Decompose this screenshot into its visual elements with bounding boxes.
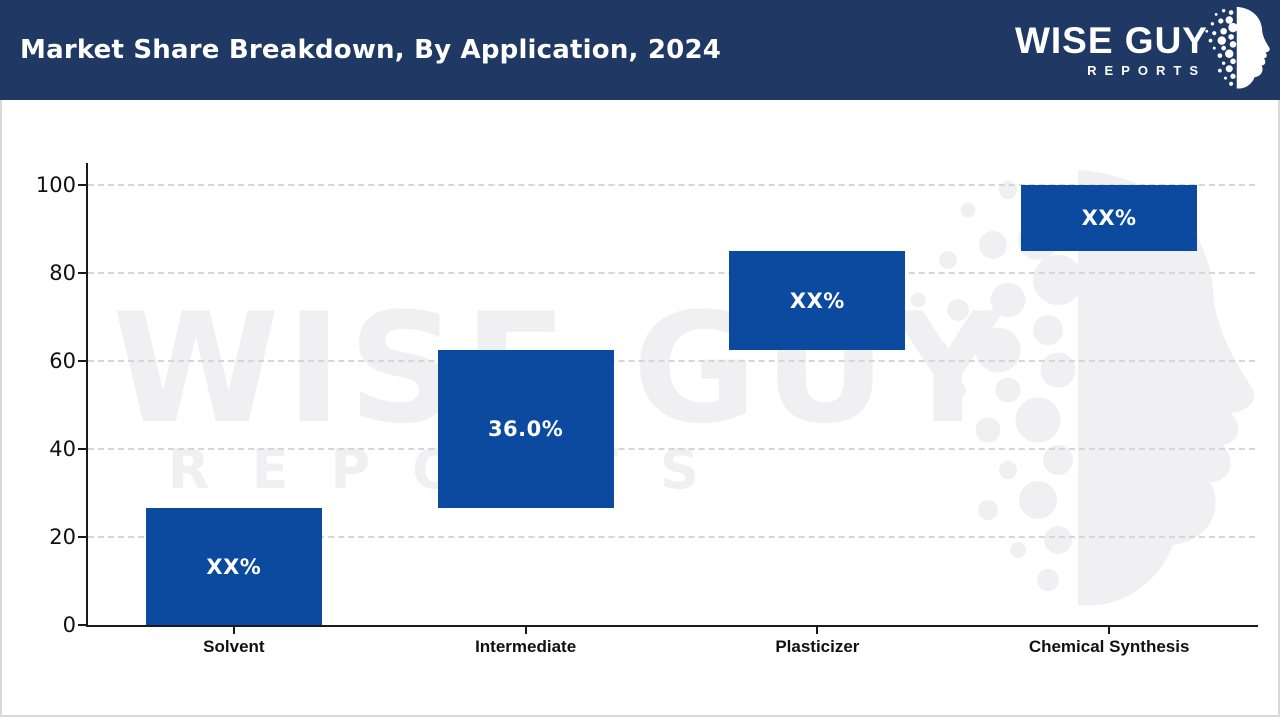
x-axis-spine: [86, 625, 1258, 627]
x-axis-label-intermediate: Intermediate: [475, 637, 577, 656]
chart-title: Market Share Breakdown, By Application, …: [20, 35, 722, 65]
bar-solvent: XX%: [145, 508, 322, 625]
frame-border-right: [1278, 100, 1280, 717]
x-axis-label-plasticizer: Plasticizer: [775, 637, 860, 656]
x-tick-mark-plasticizer: [816, 625, 819, 634]
logo-secondary-text: REPORTS: [1087, 63, 1206, 78]
bar-value-label-solvent: XX%: [206, 554, 262, 579]
x-tick-mark-solvent: [232, 625, 235, 634]
bar-value-label-plasticizer: XX%: [789, 288, 845, 313]
y-tick-label-80: 80: [49, 261, 76, 285]
bar-intermediate: 36.0%: [437, 350, 614, 509]
wiseguy-head-icon: [1205, 6, 1270, 89]
logo-text: WISE GUY REPORTS: [1015, 22, 1208, 78]
x-axis-label-chemical-synthesis: Chemical Synthesis: [1028, 637, 1190, 656]
y-tick-label-0: 0: [62, 613, 76, 637]
y-tick-mark-20: [78, 536, 87, 538]
gridline-y-100: [88, 184, 1255, 186]
y-tick-label-60: 60: [49, 349, 76, 373]
y-tick-mark-0: [78, 624, 87, 626]
frame-border-left: [0, 100, 2, 717]
bar-value-label-chemical-synthesis: XX%: [1081, 206, 1137, 230]
logo-primary-text: WISE GUY: [1014, 20, 1208, 61]
chart-area: WISE GUY REPORTS 020406080100XX%Solvent3…: [0, 100, 1280, 720]
x-axis-label-solvent: Solvent: [203, 637, 265, 656]
bar-chemical-synthesis: XX%: [1021, 185, 1198, 251]
gridline-y-60: [88, 360, 1255, 362]
gridline-y-80: [88, 272, 1255, 274]
y-tick-mark-80: [78, 272, 87, 274]
frame-border-bottom: [0, 715, 1280, 717]
x-tick-mark-intermediate: [524, 625, 527, 634]
y-tick-mark-100: [78, 184, 87, 186]
y-tick-mark-40: [78, 448, 87, 450]
gridline-y-20: [88, 536, 1255, 538]
y-tick-label-20: 20: [49, 525, 76, 549]
wiseguy-logo: WISE GUY REPORTS: [1015, 4, 1272, 96]
gridline-y-40: [88, 448, 1255, 450]
header-bar: Market Share Breakdown, By Application, …: [0, 0, 1280, 100]
x-tick-mark-chemical-synthesis: [1108, 625, 1111, 634]
y-tick-label-100: 100: [35, 173, 76, 197]
bar-value-label-intermediate: 36.0%: [487, 417, 564, 442]
y-axis-spine: [86, 163, 88, 627]
y-tick-mark-60: [78, 360, 87, 362]
y-tick-label-40: 40: [49, 437, 76, 461]
bar-plasticizer: XX%: [729, 251, 906, 350]
